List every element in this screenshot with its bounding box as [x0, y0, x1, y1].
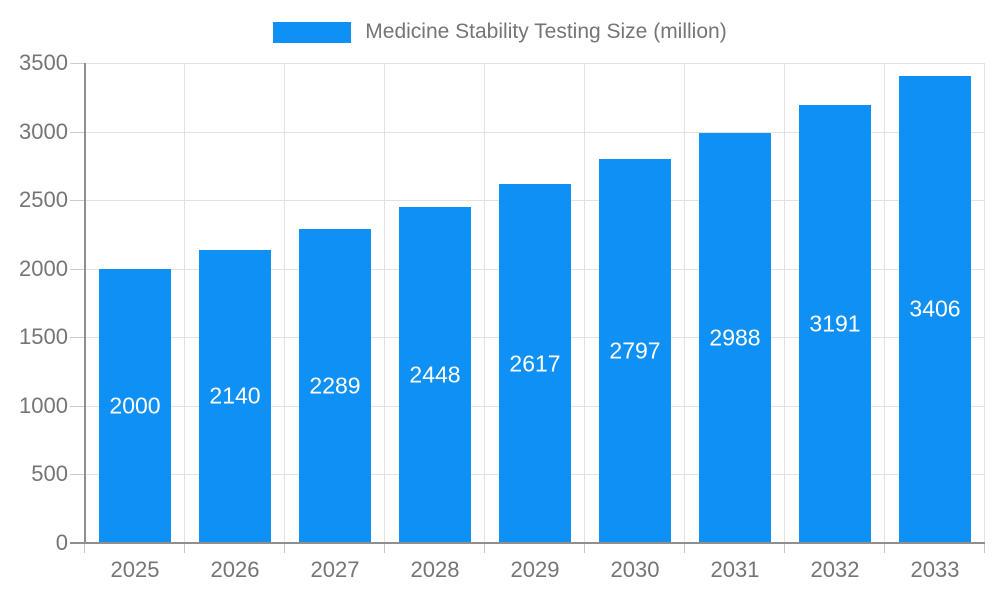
- x-tick-label: 2031: [710, 557, 760, 582]
- x-tick-label: 2026: [210, 557, 260, 582]
- x-tick-label: 2029: [510, 557, 560, 582]
- x-tick-label: 2028: [410, 557, 460, 582]
- h-gridline: [85, 131, 985, 133]
- v-gridline: [684, 63, 685, 543]
- x-axis-tick: [184, 543, 185, 553]
- x-axis-tick: [584, 543, 585, 553]
- bar-value-label: 3406: [909, 295, 961, 322]
- bar-value-label: 3191: [809, 310, 861, 337]
- bar-value-label: 2797: [609, 337, 661, 364]
- v-gridline: [984, 63, 985, 543]
- chart-legend[interactable]: Medicine Stability Testing Size (million…: [0, 20, 1000, 44]
- x-axis-line: [70, 542, 985, 544]
- legend-swatch[interactable]: [273, 21, 352, 43]
- v-gridline: [884, 63, 885, 543]
- bar-2033[interactable]: [899, 75, 971, 543]
- x-axis-tick: [784, 543, 785, 553]
- y-tick-label: 2000: [19, 255, 68, 281]
- x-tick-label: 2025: [110, 557, 160, 582]
- y-tick-label: 1500: [19, 324, 68, 350]
- v-gridline: [584, 63, 585, 543]
- y-tick-label: 500: [31, 461, 68, 487]
- x-axis-tick: [984, 543, 985, 553]
- v-gridline: [784, 63, 785, 543]
- x-tick-label: 2027: [310, 557, 360, 582]
- x-tick-label: 2032: [810, 557, 860, 582]
- x-axis-tick: [684, 543, 685, 553]
- bar-2031[interactable]: [699, 133, 771, 543]
- bar-value-label: 2448: [409, 361, 461, 388]
- bar-value-label: 2617: [509, 350, 561, 377]
- bar-2032[interactable]: [799, 105, 871, 543]
- bar-2025[interactable]: [99, 268, 171, 543]
- bar-2026[interactable]: [199, 249, 271, 543]
- bar-2027[interactable]: [299, 229, 371, 543]
- y-tick-label: 2500: [19, 187, 68, 213]
- bar-value-label: 2988: [709, 324, 761, 351]
- y-axis-tick: [70, 474, 85, 476]
- bar-value-label: 2140: [209, 382, 261, 409]
- y-axis-tick: [70, 200, 85, 202]
- x-axis-tick: [384, 543, 385, 553]
- v-gridline: [284, 63, 285, 543]
- y-axis-line: [84, 63, 86, 543]
- bar-2028[interactable]: [399, 207, 471, 543]
- y-tick-label: 3000: [19, 118, 68, 144]
- x-axis-tick: [884, 543, 885, 553]
- bar-value-label: 2289: [309, 372, 361, 399]
- bar-2029[interactable]: [499, 184, 571, 543]
- y-axis-tick: [70, 131, 85, 133]
- plot-area: 2000 2140 2289 2448 2617 2797 2988 3191 3406: [70, 63, 985, 553]
- y-tick-label: 1000: [19, 392, 68, 418]
- x-axis-tick: [84, 543, 85, 553]
- y-axis-tick: [70, 337, 85, 339]
- v-gridline: [384, 63, 385, 543]
- y-tick-label: 3500: [19, 50, 68, 75]
- bar-value-label: 2000: [109, 392, 161, 419]
- bar-2030[interactable]: [599, 159, 671, 543]
- x-tick-label: 2033: [910, 557, 960, 582]
- v-gridline: [184, 63, 185, 543]
- legend-label[interactable]: Medicine Stability Testing Size (million…: [365, 20, 727, 43]
- x-axis-tick: [484, 543, 485, 553]
- y-axis-tick: [70, 268, 85, 270]
- v-gridline: [484, 63, 485, 543]
- y-axis-tick: [70, 63, 85, 64]
- y-tick-label: 0: [55, 530, 68, 555]
- y-axis-tick: [70, 405, 85, 407]
- x-axis-tick: [284, 543, 285, 553]
- x-tick-label: 2030: [610, 557, 660, 582]
- h-gridline: [85, 63, 985, 64]
